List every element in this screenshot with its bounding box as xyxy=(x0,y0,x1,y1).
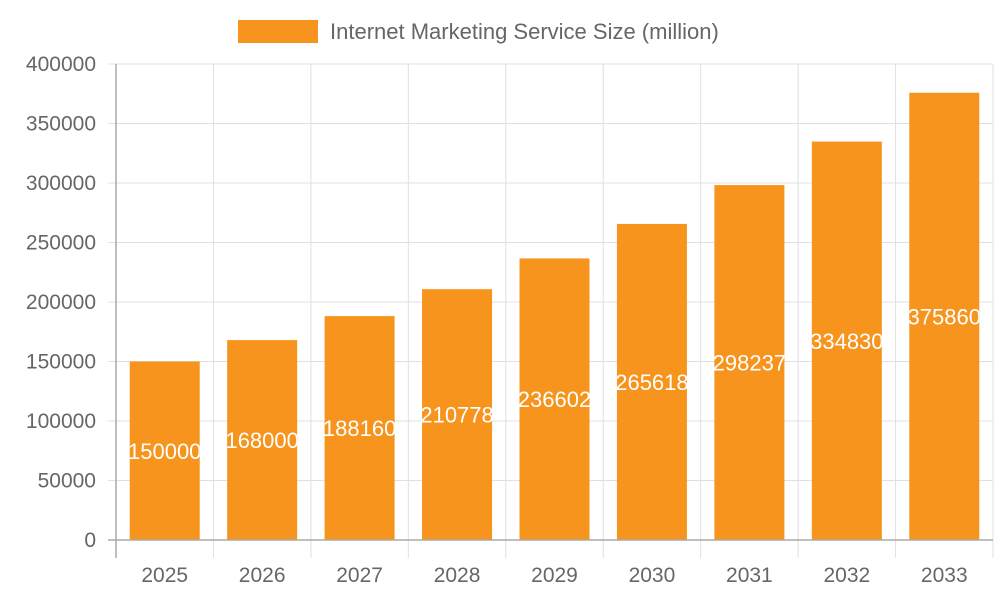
data-label-2030: 265618 xyxy=(615,370,688,395)
y-tick-label: 300000 xyxy=(26,172,96,195)
y-tick-label: 50000 xyxy=(38,470,96,493)
x-tick-label: 2025 xyxy=(141,564,188,587)
data-label-2028: 210778 xyxy=(420,403,493,428)
bar-2028 xyxy=(422,289,493,540)
bar-2033 xyxy=(909,92,980,541)
bar-2026 xyxy=(227,340,298,540)
x-tick-label: 2028 xyxy=(434,564,481,587)
x-tick-label: 2030 xyxy=(629,564,676,587)
x-tick-label: 2031 xyxy=(726,564,773,587)
x-tick-label: 2032 xyxy=(823,564,870,587)
bar-2031 xyxy=(714,185,785,541)
y-tick-label: 400000 xyxy=(26,53,96,76)
y-tick-label: 150000 xyxy=(26,351,96,374)
bar-2032 xyxy=(811,141,882,540)
legend[interactable]: Internet Marketing Service Size (million… xyxy=(238,19,719,44)
x-tick-label: 2027 xyxy=(336,564,383,587)
bar-2027 xyxy=(324,316,395,540)
data-label-2031: 298237 xyxy=(713,351,786,376)
bars: 150000 168000 188160 210778 236602 265618 2982… xyxy=(128,92,981,541)
y-tick-label: 0 xyxy=(84,529,96,552)
data-label-2025: 150000 xyxy=(128,439,201,464)
bar-2025 xyxy=(129,361,200,540)
data-label-2026: 168000 xyxy=(225,428,298,453)
y-tick-label: 100000 xyxy=(26,410,96,433)
bar-2030 xyxy=(616,223,687,540)
x-tick-label: 2033 xyxy=(921,564,968,587)
x-tick-label: 2026 xyxy=(239,564,286,587)
bar-2029 xyxy=(519,258,590,540)
legend-swatch xyxy=(238,20,318,43)
y-tick-label: 350000 xyxy=(26,113,96,136)
data-label-2027: 188160 xyxy=(323,416,396,441)
data-label-2032: 334830 xyxy=(810,329,883,354)
legend-label: Internet Marketing Service Size (million… xyxy=(330,19,719,44)
y-tick-label: 200000 xyxy=(26,291,96,314)
axes: 0 50000 100000 150000 200000 250000 300000 3500… xyxy=(26,53,993,587)
data-label-2033: 375860 xyxy=(908,304,981,329)
data-label-2029: 236602 xyxy=(518,387,591,412)
x-tick-label: 2029 xyxy=(531,564,578,587)
y-tick-label: 250000 xyxy=(26,232,96,255)
